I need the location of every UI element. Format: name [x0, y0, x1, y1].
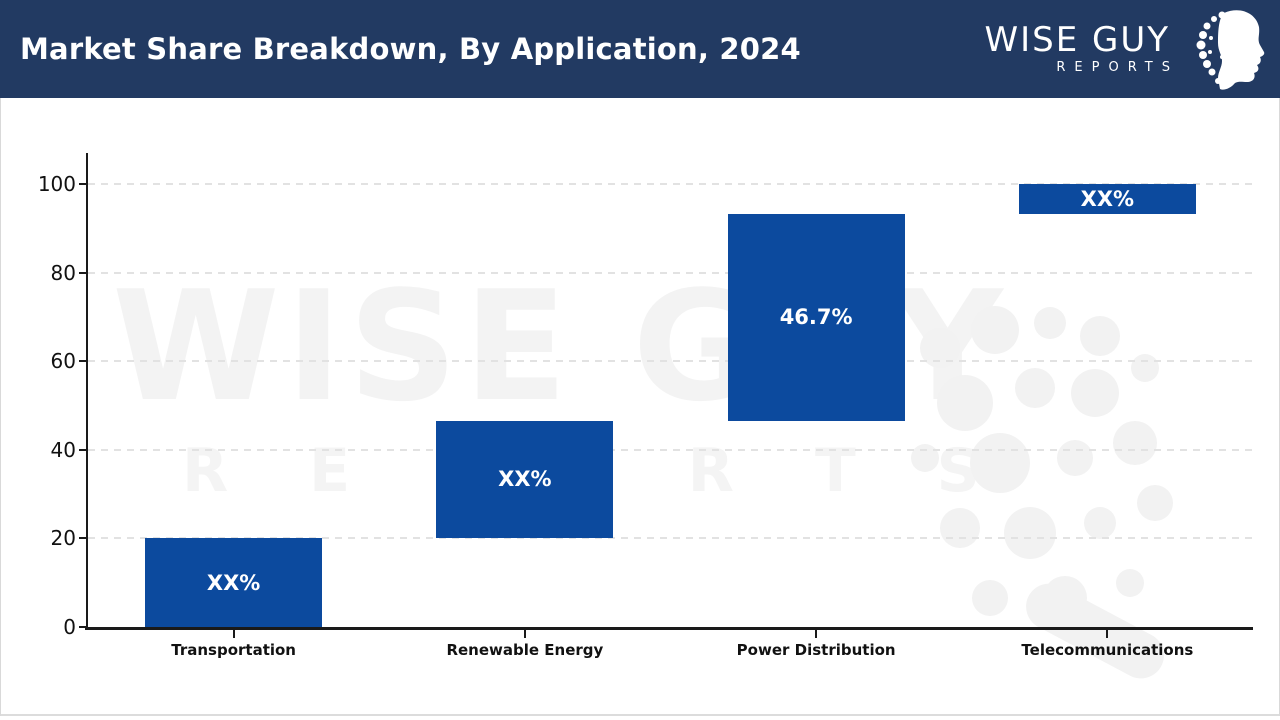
bar-telecommunications: XX%	[1018, 184, 1196, 214]
y-tick-label: 80	[50, 260, 76, 285]
brand-wordmark: WISE GUY REPORTS	[984, 19, 1170, 75]
gridline-20	[88, 537, 1253, 540]
y-tick-mark	[79, 271, 87, 274]
bar-renewable-energy: XX%	[436, 420, 614, 539]
x-tick-mark	[523, 630, 526, 638]
category-label-4: Telecommunications	[1021, 641, 1194, 659]
x-tick-mark	[232, 630, 235, 638]
x-tick-mark	[815, 630, 818, 638]
y-tick-mark	[79, 626, 87, 628]
chart-area: WISE GUY R E P O R T S 020406080100XX%Tr…	[0, 98, 1280, 720]
left-border	[0, 98, 1, 716]
x-tick-mark	[1106, 630, 1109, 638]
gridline-80	[88, 271, 1253, 274]
y-tick-mark	[79, 183, 87, 185]
y-tick-mark	[79, 537, 87, 540]
category-label-2: Renewable Energy	[446, 641, 604, 659]
y-tick-label: 100	[37, 172, 76, 196]
header-band: Market Share Breakdown, By Application, …	[0, 0, 1280, 98]
page-title: Market Share Breakdown, By Application, …	[20, 32, 801, 66]
gridline-100	[88, 183, 1253, 185]
footer-divider	[0, 714, 1280, 716]
category-label-1: Transportation	[171, 641, 296, 659]
y-tick-label: 20	[50, 526, 76, 551]
y-tick-mark	[79, 360, 87, 363]
brand-logo: WISE GUY REPORTS	[984, 5, 1280, 93]
y-tick-label: 0	[63, 615, 76, 639]
category-label-3: Power Distribution	[736, 641, 896, 659]
bar-value-label: XX%	[498, 467, 552, 492]
brand-name: WISE GUY	[984, 19, 1170, 60]
bar-transportation: XX%	[145, 538, 323, 627]
bar-power-distribution: 46.7%	[727, 213, 905, 421]
y-tick-label: 40	[50, 437, 76, 462]
bar-value-label: 46.7%	[779, 305, 853, 330]
brand-subname: REPORTS	[1056, 60, 1179, 76]
gridline-40	[88, 448, 1253, 451]
bar-value-label: XX%	[1080, 186, 1135, 211]
watermark-head-icon	[911, 306, 1173, 679]
y-tick-label: 60	[50, 349, 76, 374]
y-tick-mark	[79, 448, 87, 451]
brand-head-icon	[1196, 10, 1265, 90]
gridline-60	[88, 360, 1253, 363]
x-axis-line	[85, 627, 1253, 630]
bar-value-label: XX%	[206, 570, 261, 595]
y-axis-line	[86, 153, 88, 629]
